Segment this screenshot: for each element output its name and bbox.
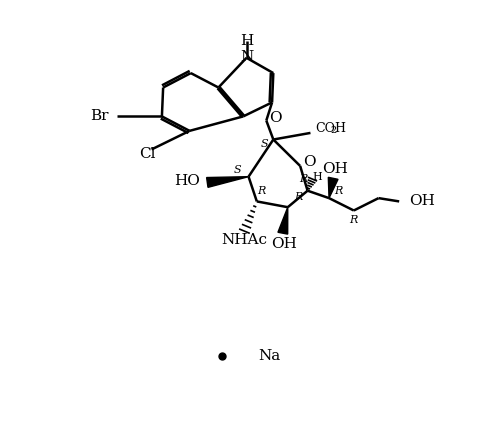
Text: 2: 2 — [330, 126, 337, 136]
Text: R: R — [299, 174, 308, 184]
Polygon shape — [278, 207, 288, 234]
Text: CO: CO — [316, 122, 335, 135]
Text: HO: HO — [174, 174, 200, 188]
Text: S: S — [260, 139, 268, 149]
Text: N: N — [240, 50, 253, 64]
Text: R: R — [294, 192, 302, 202]
Text: Cl: Cl — [139, 147, 156, 161]
Text: O: O — [303, 155, 316, 169]
Text: Na: Na — [258, 349, 281, 363]
Text: Br: Br — [91, 109, 109, 123]
Text: H: H — [240, 34, 253, 48]
Text: H: H — [334, 122, 346, 135]
Text: R: R — [334, 186, 342, 196]
Text: H: H — [313, 172, 322, 181]
Text: NHAc: NHAc — [221, 233, 267, 247]
Text: OH: OH — [410, 194, 435, 208]
Text: OH: OH — [322, 162, 348, 176]
Text: OH: OH — [272, 237, 297, 250]
Text: O: O — [269, 111, 282, 125]
Text: R: R — [349, 215, 357, 224]
Text: R: R — [257, 186, 265, 196]
Polygon shape — [328, 177, 338, 198]
Polygon shape — [207, 177, 248, 187]
Text: S: S — [233, 165, 241, 175]
